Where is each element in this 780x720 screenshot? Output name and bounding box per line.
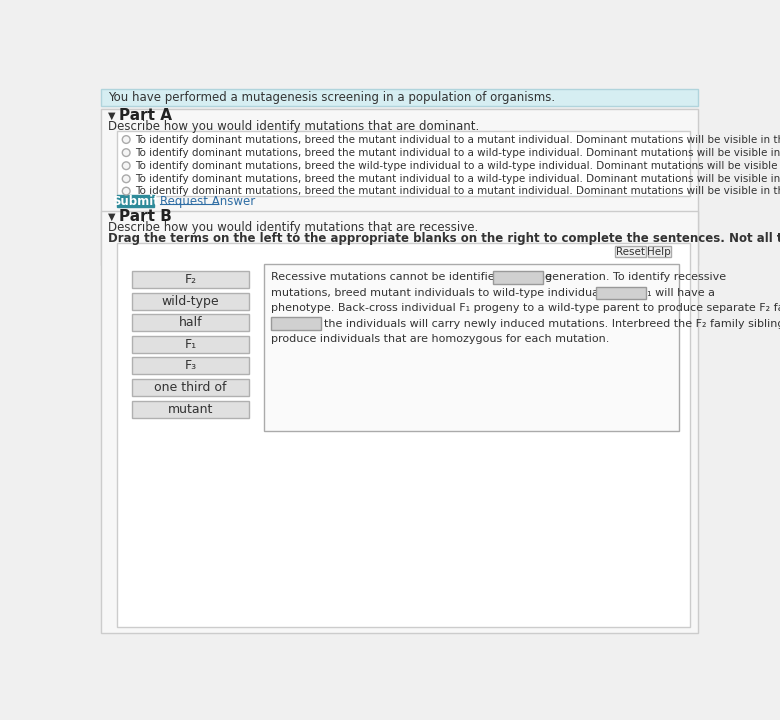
Bar bbox=[615, 246, 646, 257]
Text: ▼: ▼ bbox=[108, 111, 116, 121]
Text: You have performed a mutagenesis screening in a population of organisms.: You have performed a mutagenesis screeni… bbox=[108, 91, 555, 104]
Bar bbox=[271, 318, 321, 330]
Text: To identify dominant mutations, breed the mutant individual to a mutant individu: To identify dominant mutations, breed th… bbox=[135, 186, 780, 196]
Text: Part A: Part A bbox=[119, 108, 172, 123]
Text: produce individuals that are homozygous for each mutation.: produce individuals that are homozygous … bbox=[271, 334, 609, 344]
Text: F₂: F₂ bbox=[184, 273, 197, 286]
Bar bbox=[101, 211, 698, 633]
Bar bbox=[101, 109, 698, 265]
Text: To identify dominant mutations, breed the mutant individual to a mutant individu: To identify dominant mutations, breed th… bbox=[135, 135, 780, 145]
Text: Request Answer: Request Answer bbox=[159, 194, 255, 207]
Bar bbox=[117, 131, 690, 196]
Bar bbox=[133, 357, 249, 374]
Bar bbox=[596, 287, 646, 299]
Text: the individuals will carry newly induced mutations. Interbreed the F₂ family sib: the individuals will carry newly induced… bbox=[324, 318, 780, 328]
Bar bbox=[133, 400, 249, 418]
Text: To identify dominant mutations, breed the wild-type individual to a wild-type in: To identify dominant mutations, breed th… bbox=[135, 161, 780, 171]
Text: Drag the terms on the left to the appropriate blanks on the right to complete th: Drag the terms on the left to the approp… bbox=[108, 233, 780, 246]
Bar bbox=[133, 379, 249, 396]
Bar bbox=[647, 246, 671, 257]
Circle shape bbox=[122, 135, 130, 143]
Text: To identify dominant mutations, breed the mutant individual to a wild-type indiv: To identify dominant mutations, breed th… bbox=[135, 174, 780, 184]
Text: generation. To identify recessive: generation. To identify recessive bbox=[545, 272, 727, 282]
Bar bbox=[133, 271, 249, 288]
Text: Recessive mutations cannot be identified until the: Recessive mutations cannot be identified… bbox=[271, 272, 552, 282]
Text: To identify dominant mutations, breed the mutant individual to a wild-type indiv: To identify dominant mutations, breed th… bbox=[135, 148, 780, 158]
Text: F₃: F₃ bbox=[184, 359, 197, 372]
Bar bbox=[264, 264, 679, 431]
Text: Help: Help bbox=[647, 246, 672, 256]
Circle shape bbox=[122, 187, 130, 195]
Text: ▼: ▼ bbox=[108, 212, 116, 222]
Text: phenotype. Back-cross individual F₁ progeny to a wild-type parent to produce sep: phenotype. Back-cross individual F₁ prog… bbox=[271, 303, 780, 313]
Circle shape bbox=[122, 149, 130, 156]
Bar bbox=[133, 315, 249, 331]
Text: mutant: mutant bbox=[168, 402, 213, 415]
Bar bbox=[117, 243, 690, 627]
Text: Part B: Part B bbox=[119, 209, 172, 224]
Text: Describe how you would identify mutations that are dominant.: Describe how you would identify mutation… bbox=[108, 120, 480, 133]
Bar bbox=[133, 336, 249, 353]
Text: Describe how you would identify mutations that are recessive.: Describe how you would identify mutation… bbox=[108, 221, 479, 234]
Text: half: half bbox=[179, 316, 202, 329]
Text: mutations, breed mutant individuals to wild-type individuals - the F₁ will have : mutations, breed mutant individuals to w… bbox=[271, 288, 715, 298]
Bar bbox=[133, 293, 249, 310]
Text: Reset: Reset bbox=[616, 246, 645, 256]
Bar bbox=[117, 195, 154, 207]
Circle shape bbox=[122, 175, 130, 183]
Bar bbox=[493, 271, 543, 284]
Text: F₁: F₁ bbox=[184, 338, 197, 351]
Text: wild-type: wild-type bbox=[161, 294, 219, 307]
Circle shape bbox=[122, 162, 130, 169]
Bar bbox=[101, 89, 698, 106]
Text: Submit: Submit bbox=[112, 194, 159, 207]
Text: one third of: one third of bbox=[154, 381, 227, 394]
